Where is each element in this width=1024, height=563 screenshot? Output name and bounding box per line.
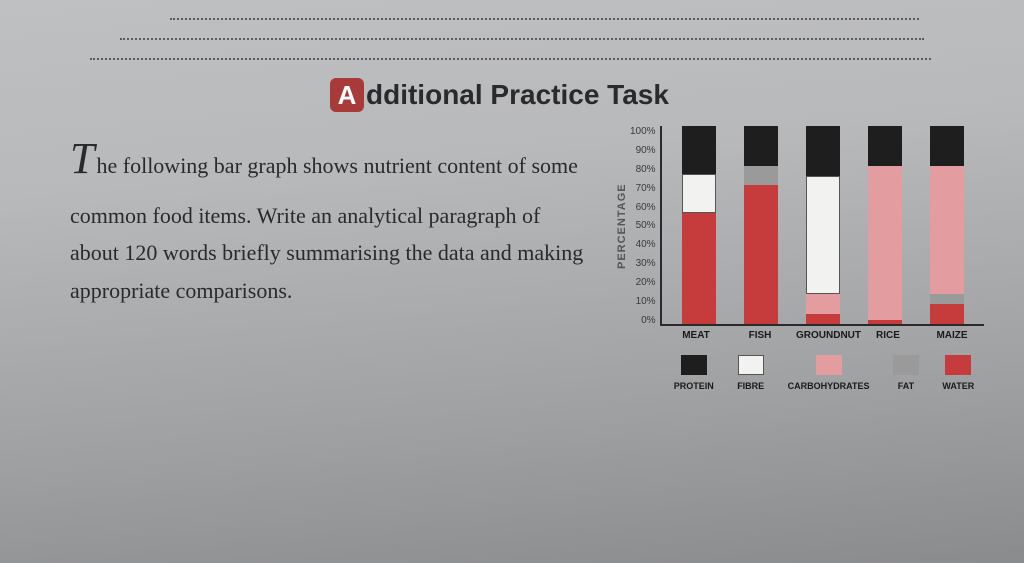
segment-protein — [868, 126, 902, 166]
legend-item-fibre: FIBRE — [737, 355, 764, 391]
segment-fibre — [682, 174, 716, 214]
legend-label: FIBRE — [737, 381, 764, 391]
legend-swatch — [738, 355, 764, 375]
segment-water — [806, 314, 840, 324]
y-tick: 80% — [630, 164, 656, 175]
legend-item-carbohydrates: CARBOHYDRATES — [788, 355, 870, 391]
nutrient-chart: PERCENTAGE 100%90%80%70%60%50%40%30%20%1… — [614, 122, 984, 391]
plot-area — [660, 126, 984, 326]
y-axis-label: PERCENTAGE — [614, 126, 630, 326]
y-tick: 90% — [630, 145, 656, 156]
x-label: MAIZE — [924, 330, 980, 341]
legend-swatch — [681, 355, 707, 375]
legend-item-water: WATER — [942, 355, 974, 391]
y-tick: 20% — [630, 277, 656, 288]
task-paragraph: The following bar graph shows nutrient c… — [70, 122, 596, 391]
x-label: MEAT — [668, 330, 724, 341]
segment-water — [744, 185, 778, 324]
legend-swatch — [893, 355, 919, 375]
segment-water — [682, 213, 716, 324]
y-tick: 100% — [630, 126, 656, 137]
segment-fat — [930, 294, 964, 304]
title-text: dditional Practice Task — [366, 79, 669, 111]
legend-item-protein: PROTEIN — [674, 355, 714, 391]
y-tick: 40% — [630, 239, 656, 250]
legend-label: CARBOHYDRATES — [788, 381, 870, 391]
bar-fish — [744, 126, 778, 324]
chart-legend: PROTEIN FIBRE CARBOHYDRATES FAT WATER — [614, 355, 984, 391]
bar-maize — [930, 126, 964, 324]
segment-fibre — [806, 176, 840, 295]
y-tick: 50% — [630, 220, 656, 231]
segment-fat — [744, 166, 778, 186]
y-tick: 30% — [630, 258, 656, 269]
writing-line — [120, 38, 924, 40]
writing-line — [170, 18, 919, 20]
dropcap: T — [70, 134, 94, 183]
segment-protein — [806, 126, 840, 176]
x-axis-labels: MEAT FISH GROUNDNUT RICE MAIZE — [614, 330, 984, 341]
legend-label: FAT — [898, 381, 914, 391]
bar-rice — [868, 126, 902, 324]
y-tick: 60% — [630, 202, 656, 213]
y-axis-ticks: 100% 90% 80% 70% 60% 50% 40% 30% 20% 10% 0% — [630, 126, 660, 326]
legend-swatch — [945, 355, 971, 375]
title-badge: A — [330, 78, 364, 112]
x-label: GROUNDNUT — [796, 330, 852, 341]
segment-water — [868, 320, 902, 324]
section-title: A dditional Practice Task — [330, 78, 984, 112]
segment-protein — [682, 126, 716, 174]
legend-swatch — [816, 355, 842, 375]
y-tick: 10% — [630, 296, 656, 307]
bar-meat — [682, 126, 716, 324]
segment-protein — [744, 126, 778, 166]
legend-item-fat: FAT — [893, 355, 919, 391]
segment-carbohydrates — [806, 294, 840, 314]
segment-carbohydrates — [930, 166, 964, 295]
y-tick: 0% — [630, 315, 656, 326]
paragraph-body: he following bar graph shows nutrient co… — [70, 153, 583, 303]
x-label: FISH — [732, 330, 788, 341]
segment-protein — [930, 126, 964, 166]
legend-label: PROTEIN — [674, 381, 714, 391]
writing-line — [90, 58, 931, 60]
legend-label: WATER — [942, 381, 974, 391]
segment-carbohydrates — [868, 166, 902, 320]
bar-groundnut — [806, 126, 840, 324]
y-tick: 70% — [630, 183, 656, 194]
x-label: RICE — [860, 330, 916, 341]
segment-water — [930, 304, 964, 324]
